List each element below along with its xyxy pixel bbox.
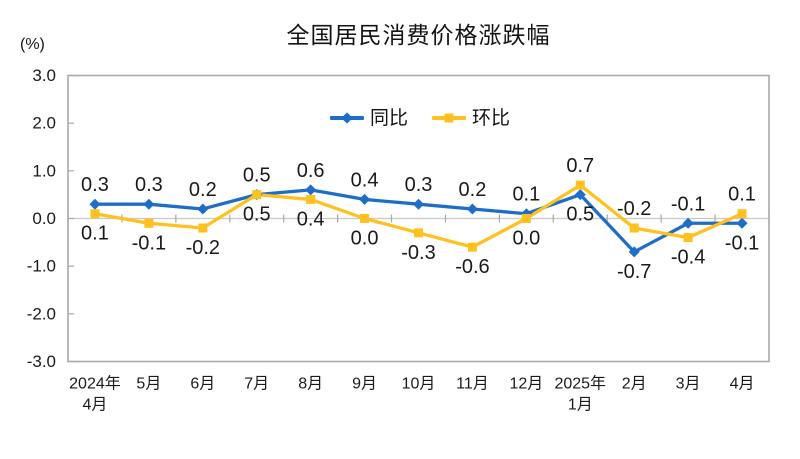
mom-line-swatch: [432, 113, 467, 123]
x-axis-label: 12月: [509, 376, 543, 393]
yoy-data-label: 0.6: [297, 160, 325, 182]
y-axis-label: 2.0: [32, 114, 56, 133]
y-axis-label: -1.0: [27, 257, 56, 276]
x-axis-label: 4月: [730, 376, 755, 393]
x-axis-label: 10月: [402, 376, 436, 393]
yoy-data-label: 0.5: [566, 204, 594, 226]
yoy-data-label: 0.3: [135, 174, 163, 196]
x-axis-label: 7月: [244, 376, 269, 393]
x-axis-label: 2月: [622, 376, 647, 393]
mom-square-marker-icon: [444, 113, 454, 123]
yoy-data-label: 0.4: [351, 169, 379, 191]
x-axis-label: 2025年: [554, 375, 606, 393]
yoy-data-label: 0.3: [405, 174, 433, 196]
yoy-diamond-marker-icon: [413, 198, 424, 210]
x-axis-label: 9月: [352, 376, 377, 393]
yoy-diamond-marker-icon: [143, 198, 155, 210]
mom-data-label: -0.2: [617, 198, 651, 220]
yoy-data-label: 0.5: [243, 165, 271, 187]
mom-square-marker-icon: [360, 214, 370, 223]
mom-data-label: 0.1: [728, 184, 756, 206]
mom-square-marker-icon: [306, 194, 316, 204]
yoy-diamond-marker-icon: [466, 203, 478, 215]
yoy-diamond-marker-icon: [682, 217, 694, 229]
x-axis-label: 8月: [298, 376, 323, 393]
yoy-diamond-marker-icon: [574, 189, 586, 201]
yoy-diamond-marker-icon: [197, 203, 209, 215]
x-axis-label: 3月: [676, 376, 701, 393]
y-axis-unit-label: (%): [20, 36, 45, 53]
y-axis-label: -3.0: [27, 352, 56, 371]
mom-square-marker-icon: [575, 180, 585, 190]
mom-square-marker-icon: [683, 233, 693, 243]
yoy-data-label: 0.2: [459, 179, 487, 201]
yoy-line-swatch: [330, 112, 364, 124]
mom-data-label: -0.2: [186, 237, 220, 259]
y-axis-label: 3.0: [32, 66, 56, 85]
x-axis-label: 6月: [190, 376, 215, 393]
yoy-diamond-marker-icon: [359, 193, 371, 205]
yoy-legend-label: 同比: [370, 107, 409, 129]
mom-data-label: 0.1: [81, 223, 109, 245]
y-axis-label: 1.0: [32, 161, 56, 180]
mom-square-marker-icon: [414, 228, 423, 238]
mom-square-marker-icon: [467, 242, 477, 252]
mom-data-label: -0.4: [671, 247, 705, 269]
mom-square-marker-icon: [252, 190, 262, 200]
x-axis-label: 5月: [136, 376, 161, 393]
mom-data-label: 0.5: [243, 204, 271, 226]
legend-item-yoy: 同比: [330, 109, 408, 128]
mom-data-label: -0.1: [132, 232, 166, 254]
mom-legend-label: 环比: [472, 107, 511, 129]
chart-title: 全国居民消费价格涨跌幅: [286, 22, 551, 48]
yoy-diamond-marker-icon: [628, 246, 640, 258]
yoy-data-label: -0.1: [671, 193, 705, 215]
mom-square-marker-icon: [629, 223, 639, 233]
y-axis-label: 0.0: [32, 209, 56, 228]
y-axis-label: -2.0: [27, 304, 56, 323]
mom-data-label: 0.4: [297, 208, 325, 230]
mom-data-label: 0.7: [566, 155, 594, 177]
mom-data-label: 0.0: [351, 228, 379, 250]
mom-data-label: 0.0: [512, 228, 540, 250]
yoy-diamond-marker-icon: [89, 198, 101, 210]
x-axis-label: 11月: [456, 376, 489, 393]
yoy-diamond-marker-icon: [305, 184, 317, 196]
legend: 同比 环比: [330, 105, 510, 131]
mom-square-marker-icon: [90, 209, 100, 219]
mom-square-marker-icon: [198, 223, 208, 233]
mom-square-marker-icon: [737, 209, 747, 219]
x-axis-label: 2024年: [69, 375, 121, 393]
legend-item-mom: 环比: [432, 109, 510, 128]
yoy-diamond-marker-icon: [736, 217, 748, 229]
mom-square-marker-icon: [144, 218, 154, 228]
yoy-data-label: 0.3: [81, 174, 109, 196]
yoy-data-label: -0.1: [725, 232, 759, 254]
yoy-data-label: 0.1: [512, 184, 540, 206]
mom-square-marker-icon: [521, 214, 531, 223]
mom-data-label: -0.6: [455, 256, 489, 278]
x-axis-label: 4月: [83, 397, 108, 414]
yoy-data-label: 0.2: [189, 179, 217, 201]
yoy-data-label: -0.7: [617, 261, 651, 283]
x-axis-label: 1月: [568, 397, 593, 414]
mom-data-label: -0.3: [401, 242, 435, 264]
